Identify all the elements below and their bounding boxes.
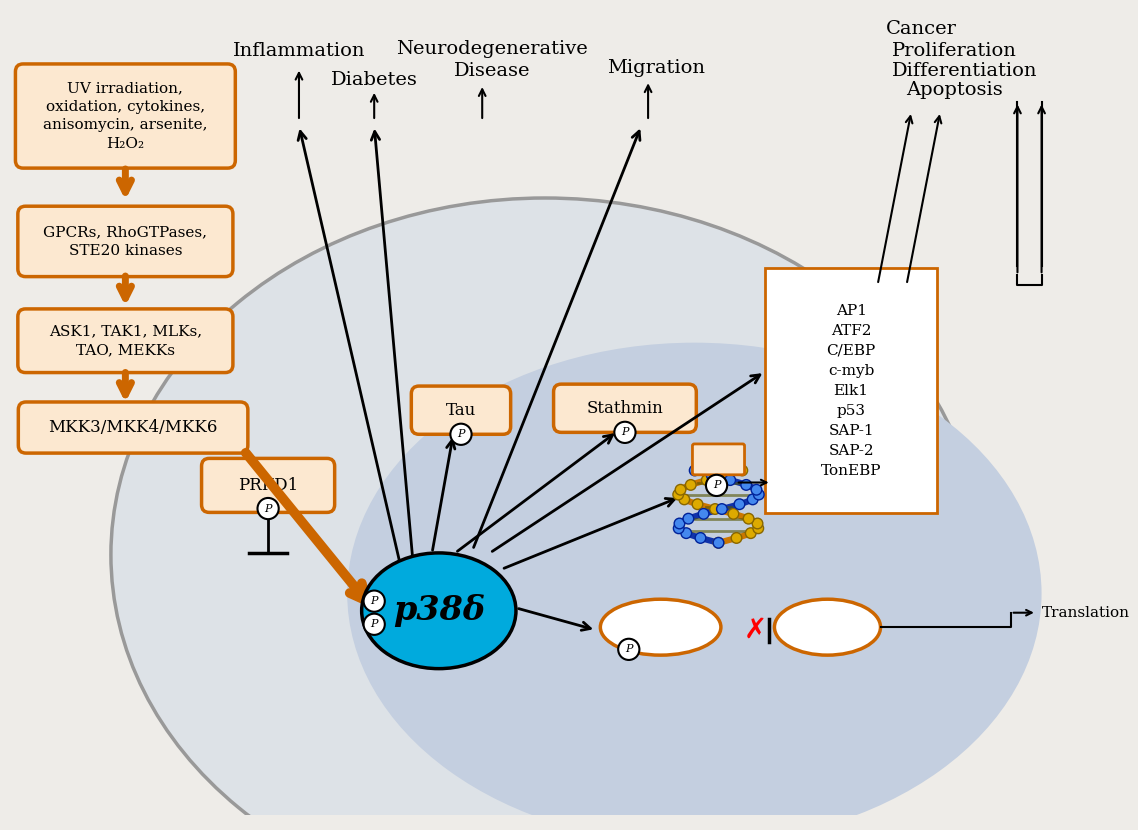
Text: P: P [371, 619, 378, 629]
Text: GPCRs, RhoGTPases,
STE20 kinases: GPCRs, RhoGTPases, STE20 kinases [43, 225, 207, 257]
FancyBboxPatch shape [411, 386, 511, 434]
FancyBboxPatch shape [692, 444, 744, 475]
Circle shape [748, 494, 758, 505]
Circle shape [675, 485, 686, 495]
FancyBboxPatch shape [201, 458, 335, 512]
Circle shape [257, 498, 279, 519]
Ellipse shape [110, 198, 979, 830]
Text: Stathmin: Stathmin [586, 400, 663, 417]
Ellipse shape [601, 599, 720, 655]
Circle shape [683, 514, 694, 524]
Text: P: P [264, 504, 272, 514]
Circle shape [695, 533, 706, 544]
Text: eEF2K: eEF2K [633, 618, 690, 636]
Text: AP1
ATF2
C/EBP
c-myb
Elk1
p53
SAP-1
SAP-2
TonEBP: AP1 ATF2 C/EBP c-myb Elk1 p53 SAP-1 SAP-… [820, 304, 881, 478]
Text: P: P [625, 644, 633, 654]
Circle shape [720, 470, 731, 481]
Text: Translation: Translation [1041, 606, 1130, 620]
FancyBboxPatch shape [18, 402, 248, 453]
Text: Inflammation: Inflammation [232, 42, 365, 61]
FancyBboxPatch shape [18, 309, 233, 373]
Circle shape [745, 528, 756, 539]
Text: Cancer: Cancer [885, 20, 956, 38]
Text: Proliferation: Proliferation [892, 42, 1017, 61]
Circle shape [363, 613, 385, 635]
Circle shape [673, 489, 684, 500]
Circle shape [752, 518, 762, 529]
Circle shape [674, 518, 685, 529]
Ellipse shape [347, 343, 1041, 830]
Circle shape [681, 528, 692, 539]
Circle shape [753, 489, 764, 500]
Circle shape [674, 523, 684, 534]
Text: ✗: ✗ [743, 616, 767, 644]
Text: P: P [712, 481, 720, 491]
Circle shape [743, 514, 753, 524]
Text: P: P [457, 429, 464, 439]
Circle shape [690, 465, 700, 476]
Circle shape [753, 523, 764, 534]
Circle shape [679, 494, 690, 505]
Circle shape [615, 422, 635, 443]
Circle shape [710, 504, 720, 515]
Circle shape [717, 504, 727, 515]
Text: Neurodegenerative: Neurodegenerative [396, 40, 587, 57]
Text: eEF2: eEF2 [806, 618, 850, 636]
Text: Differentiation: Differentiation [892, 61, 1037, 80]
Circle shape [701, 475, 712, 486]
Text: P: P [621, 427, 628, 437]
Circle shape [714, 538, 724, 548]
Circle shape [707, 470, 717, 481]
Circle shape [714, 538, 724, 548]
Circle shape [451, 423, 471, 445]
Ellipse shape [362, 553, 516, 669]
Text: PRKD1: PRKD1 [238, 477, 298, 494]
FancyBboxPatch shape [765, 268, 938, 514]
Text: p38δ: p38δ [393, 594, 485, 627]
Text: UV irradiation,
oxidation, cytokines,
anisomycin, arsenite,
H₂O₂: UV irradiation, oxidation, cytokines, an… [43, 81, 207, 150]
Circle shape [699, 509, 709, 519]
Circle shape [732, 533, 742, 544]
Text: Tau: Tau [446, 402, 476, 418]
FancyBboxPatch shape [553, 384, 696, 432]
Circle shape [728, 509, 739, 519]
Circle shape [692, 499, 703, 510]
Circle shape [725, 475, 735, 486]
Circle shape [734, 499, 744, 510]
Text: P: P [371, 596, 378, 606]
Text: Diabetes: Diabetes [331, 71, 418, 90]
Circle shape [751, 485, 761, 495]
FancyBboxPatch shape [18, 206, 233, 276]
Ellipse shape [775, 599, 881, 655]
Text: Apoptosis: Apoptosis [906, 81, 1003, 99]
Circle shape [737, 465, 748, 476]
Circle shape [706, 475, 727, 496]
Circle shape [685, 480, 696, 491]
Text: MKK3/MKK4/MKK6: MKK3/MKK4/MKK6 [49, 419, 217, 436]
FancyBboxPatch shape [16, 64, 236, 168]
Text: Migration: Migration [607, 59, 704, 77]
Circle shape [741, 480, 751, 491]
Text: Transcription: Transcription [781, 476, 885, 490]
Circle shape [618, 639, 640, 660]
Circle shape [363, 590, 385, 612]
Text: ASK1, TAK1, MLKs,
TAO, MEKKs: ASK1, TAK1, MLKs, TAO, MEKKs [49, 325, 201, 357]
Text: Disease: Disease [454, 61, 530, 80]
